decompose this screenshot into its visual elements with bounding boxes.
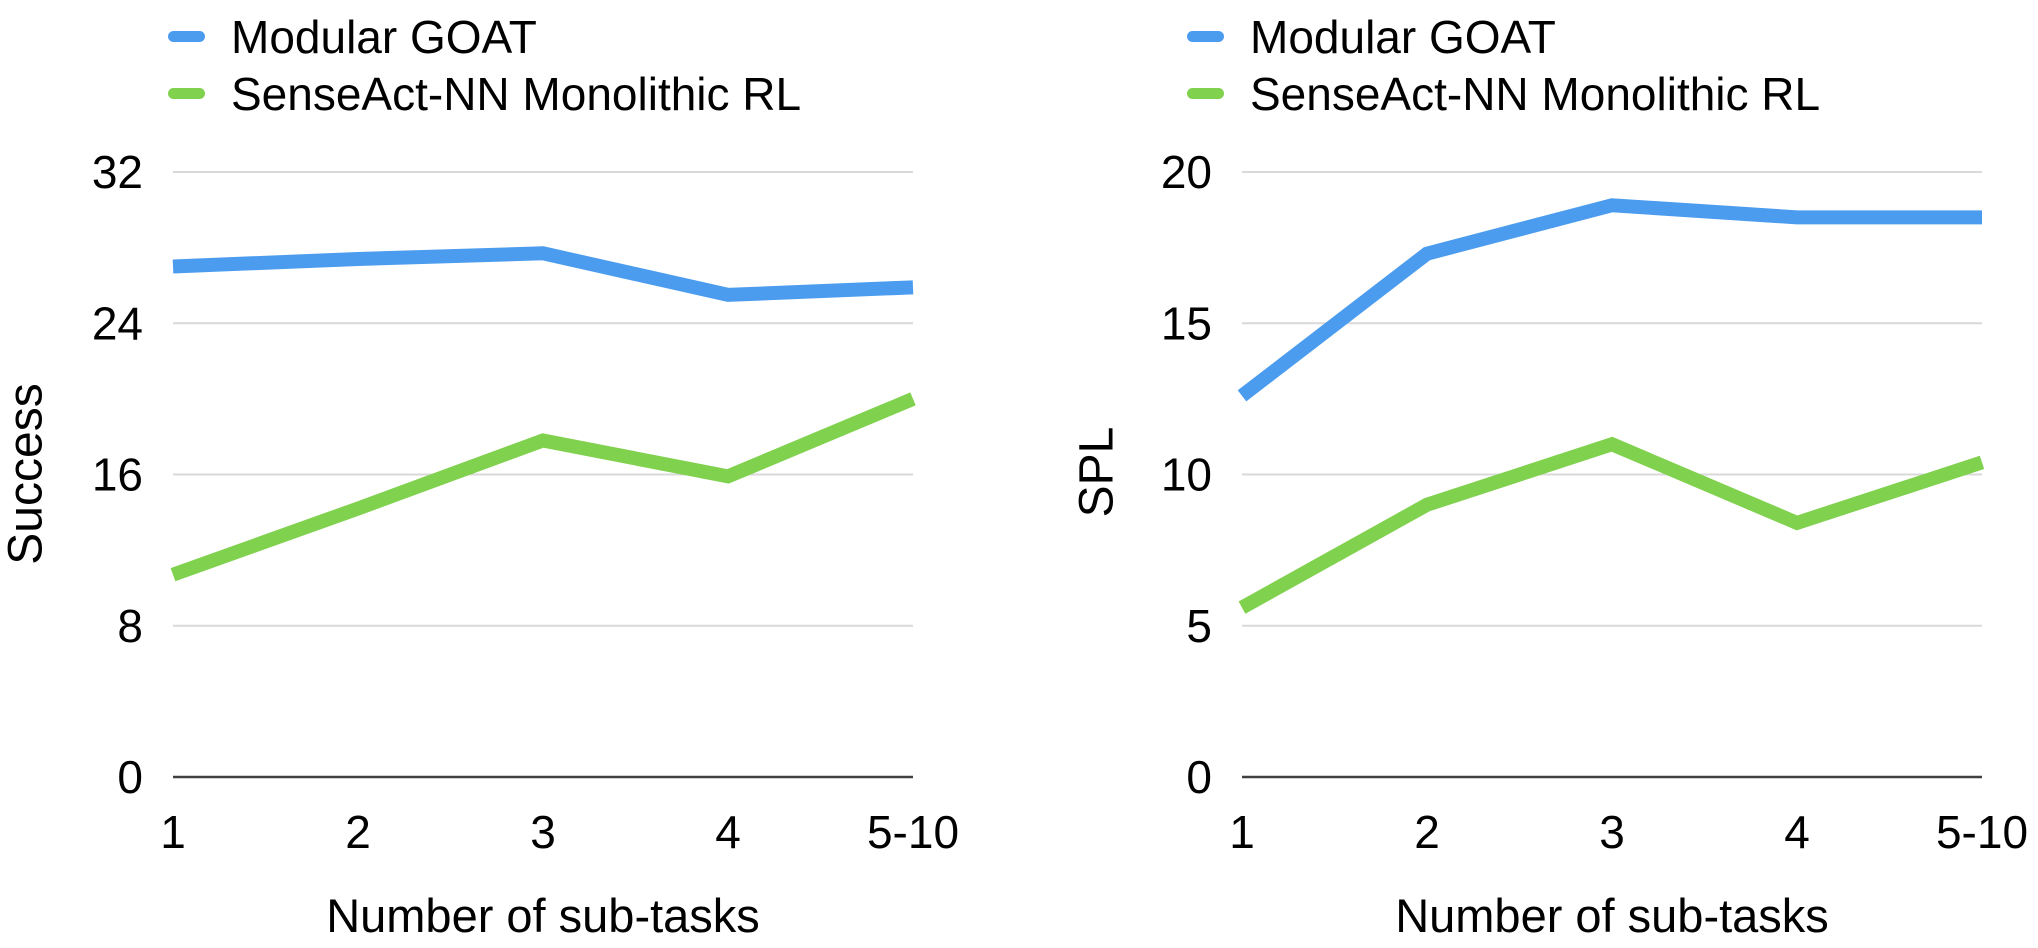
x-tick-label: 2 xyxy=(1414,806,1440,858)
x-tick-label: 5-10 xyxy=(1936,806,2028,858)
y-axis-title: Success xyxy=(0,383,53,565)
legend-item-modular-goat: Modular GOAT xyxy=(1187,8,1820,65)
x-tick-label: 4 xyxy=(715,806,741,858)
series-line-modular-goat xyxy=(172,246,914,302)
y-tick-label: 0 xyxy=(117,751,143,803)
y-tick-label: 0 xyxy=(1186,751,1212,803)
y-tick-label: 32 xyxy=(92,146,143,198)
legend-item-senseact-nn: SenseAct-NN Monolithic RL xyxy=(168,65,801,122)
y-tick-label: 15 xyxy=(1161,297,1212,349)
senseact-nn-swatch-icon xyxy=(1187,88,1224,99)
y-tick-label: 5 xyxy=(1186,600,1212,652)
modular-goat-swatch-icon xyxy=(1187,31,1224,42)
x-tick-label: 2 xyxy=(345,806,371,858)
series-line-modular-goat xyxy=(1237,198,1982,402)
x-tick-label: 3 xyxy=(1599,806,1625,858)
x-tick-label: 4 xyxy=(1784,806,1810,858)
legend-item-senseact-nn: SenseAct-NN Monolithic RL xyxy=(1187,65,1820,122)
spl-chart-canvas: 0 5 10 15 20 1 2 3 4 5-10 xyxy=(1161,146,2028,858)
x-tick-label: 3 xyxy=(530,806,556,858)
y-tick-label: 8 xyxy=(117,600,143,652)
y-tick-label: 10 xyxy=(1161,449,1212,501)
x-tick-label: 1 xyxy=(160,806,186,858)
x-axis-title: Number of sub-tasks xyxy=(1395,889,1829,942)
spl-chart: 0 5 10 15 20 1 2 3 4 5-10 Modular GOAT SenseAct-N… xyxy=(1019,0,2038,948)
success-chart: 0 8 16 24 32 1 2 3 4 5-10 Modular GOAT SenseAct-N… xyxy=(0,8,959,943)
y-tick-label: 20 xyxy=(1161,146,1212,198)
legend-label: SenseAct-NN Monolithic RL xyxy=(231,67,802,120)
x-tick-label: 1 xyxy=(1229,806,1255,858)
legend-label: Modular GOAT xyxy=(1250,10,1556,63)
series-line-senseact-nn-monolithic-rl xyxy=(170,392,916,582)
legend-item-modular-goat: Modular GOAT xyxy=(168,8,801,65)
legend: Modular GOAT SenseAct-NN Monolithic RL xyxy=(1187,8,1820,122)
series-line-senseact-nn-monolithic-rl xyxy=(1238,436,1985,614)
legend-label: SenseAct-NN Monolithic RL xyxy=(1250,67,1821,120)
legend-label: Modular GOAT xyxy=(231,10,537,63)
y-tick-label: 16 xyxy=(92,449,143,501)
x-axis-title: Number of sub-tasks xyxy=(326,889,760,942)
success-chart-canvas: 0 8 16 24 32 1 2 3 4 5-10 xyxy=(92,146,959,858)
legend: Modular GOAT SenseAct-NN Monolithic RL xyxy=(168,8,801,122)
senseact-nn-swatch-icon xyxy=(168,88,205,99)
y-axis-title: SPL xyxy=(1070,426,1124,518)
modular-goat-swatch-icon xyxy=(168,31,205,42)
x-tick-label: 5-10 xyxy=(867,806,959,858)
y-tick-label: 24 xyxy=(92,297,143,349)
